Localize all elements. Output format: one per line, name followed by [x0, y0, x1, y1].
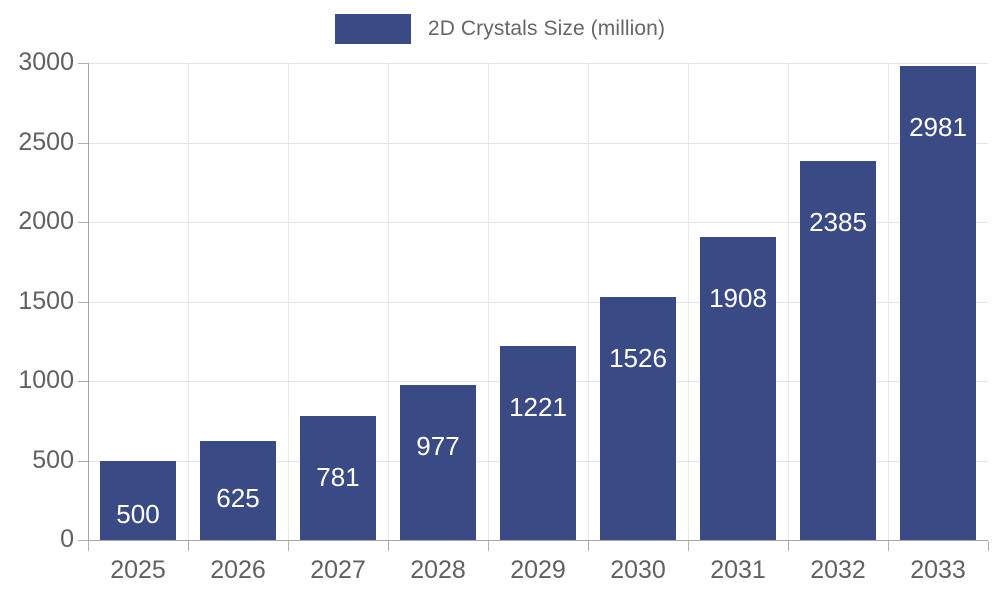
bar[interactable]: [100, 460, 176, 540]
bar[interactable]: [400, 384, 476, 540]
bar-value-label: 1221: [509, 391, 567, 422]
y-axis-labels: 0 500 1000 1500 2000 2500 3000: [0, 0, 74, 600]
plot-area: 500 625 781 977 1221 1526 1908 2385 2981: [88, 63, 988, 540]
gridline-horizontal: [88, 63, 988, 64]
gridline-vertical: [888, 63, 889, 540]
x-tick-mark: [388, 541, 389, 551]
y-tick-mark: [78, 63, 88, 64]
x-tick-label: 2028: [410, 556, 466, 584]
x-tick-label: 2033: [910, 556, 966, 584]
bar[interactable]: [700, 236, 776, 540]
y-tick-mark: [78, 222, 88, 223]
y-axis-spine: [88, 63, 89, 540]
gridline-vertical: [688, 63, 689, 540]
y-tick-label: 0: [60, 525, 74, 553]
x-tick-mark: [88, 541, 89, 551]
bar[interactable]: [900, 66, 976, 540]
x-tick-mark: [988, 541, 989, 551]
x-tick-label: 2025: [110, 556, 166, 584]
bar-value-label: 2981: [909, 112, 967, 143]
bar[interactable]: [800, 160, 876, 540]
x-tick-label: 2029: [510, 556, 566, 584]
x-tick-mark: [588, 541, 589, 551]
bar-value-label: 1526: [609, 343, 667, 374]
x-tick-mark: [488, 541, 489, 551]
x-tick-label: 2030: [610, 556, 666, 584]
y-tick-mark: [78, 301, 88, 303]
x-axis-spine: [88, 540, 988, 541]
y-tick-mark: [78, 540, 88, 541]
chart-legend: 2D Crystals Size (million): [0, 10, 1000, 48]
bar[interactable]: [300, 415, 376, 540]
x-tick-label: 2031: [710, 556, 766, 584]
bar[interactable]: [500, 345, 576, 540]
gridline-horizontal: [88, 142, 988, 144]
x-tick-label: 2027: [310, 556, 366, 584]
gridline-vertical: [388, 63, 389, 540]
gridline-vertical: [288, 63, 289, 540]
y-tick-mark: [78, 460, 88, 462]
y-tick-label: 3000: [18, 48, 74, 76]
gridline-vertical: [788, 63, 789, 540]
y-tick-label: 2500: [18, 127, 74, 156]
y-tick-mark: [78, 142, 88, 144]
bar-value-label: 1908: [709, 282, 767, 313]
bar-value-label: 781: [316, 461, 360, 492]
y-tick-mark: [78, 381, 88, 382]
gridline-vertical: [588, 63, 589, 540]
x-tick-label: 2032: [810, 556, 866, 584]
gridline-horizontal: [88, 301, 988, 303]
y-tick-label: 1000: [18, 366, 74, 394]
x-tick-mark: [788, 541, 789, 551]
y-tick-label: 500: [32, 445, 74, 474]
bar[interactable]: [200, 440, 276, 540]
x-tick-mark: [688, 541, 689, 551]
y-tick-label: 2000: [18, 207, 74, 235]
bar-value-label: 2385: [809, 206, 867, 237]
bar-value-label: 500: [116, 499, 160, 530]
x-tick-mark: [188, 541, 189, 551]
legend-swatch-icon: [334, 14, 411, 44]
gridline-vertical: [488, 63, 489, 540]
gridline-horizontal: [88, 222, 988, 223]
y-tick-label: 1500: [18, 286, 74, 315]
bar[interactable]: [600, 297, 676, 540]
x-tick-mark: [288, 541, 289, 551]
bar-value-label: 977: [416, 430, 460, 461]
bar-value-label: 625: [216, 482, 260, 513]
gridline-vertical: [188, 63, 189, 540]
x-tick-label: 2026: [210, 556, 266, 584]
legend-label: 2D Crystals Size (million): [427, 17, 666, 40]
x-tick-mark: [888, 541, 889, 551]
